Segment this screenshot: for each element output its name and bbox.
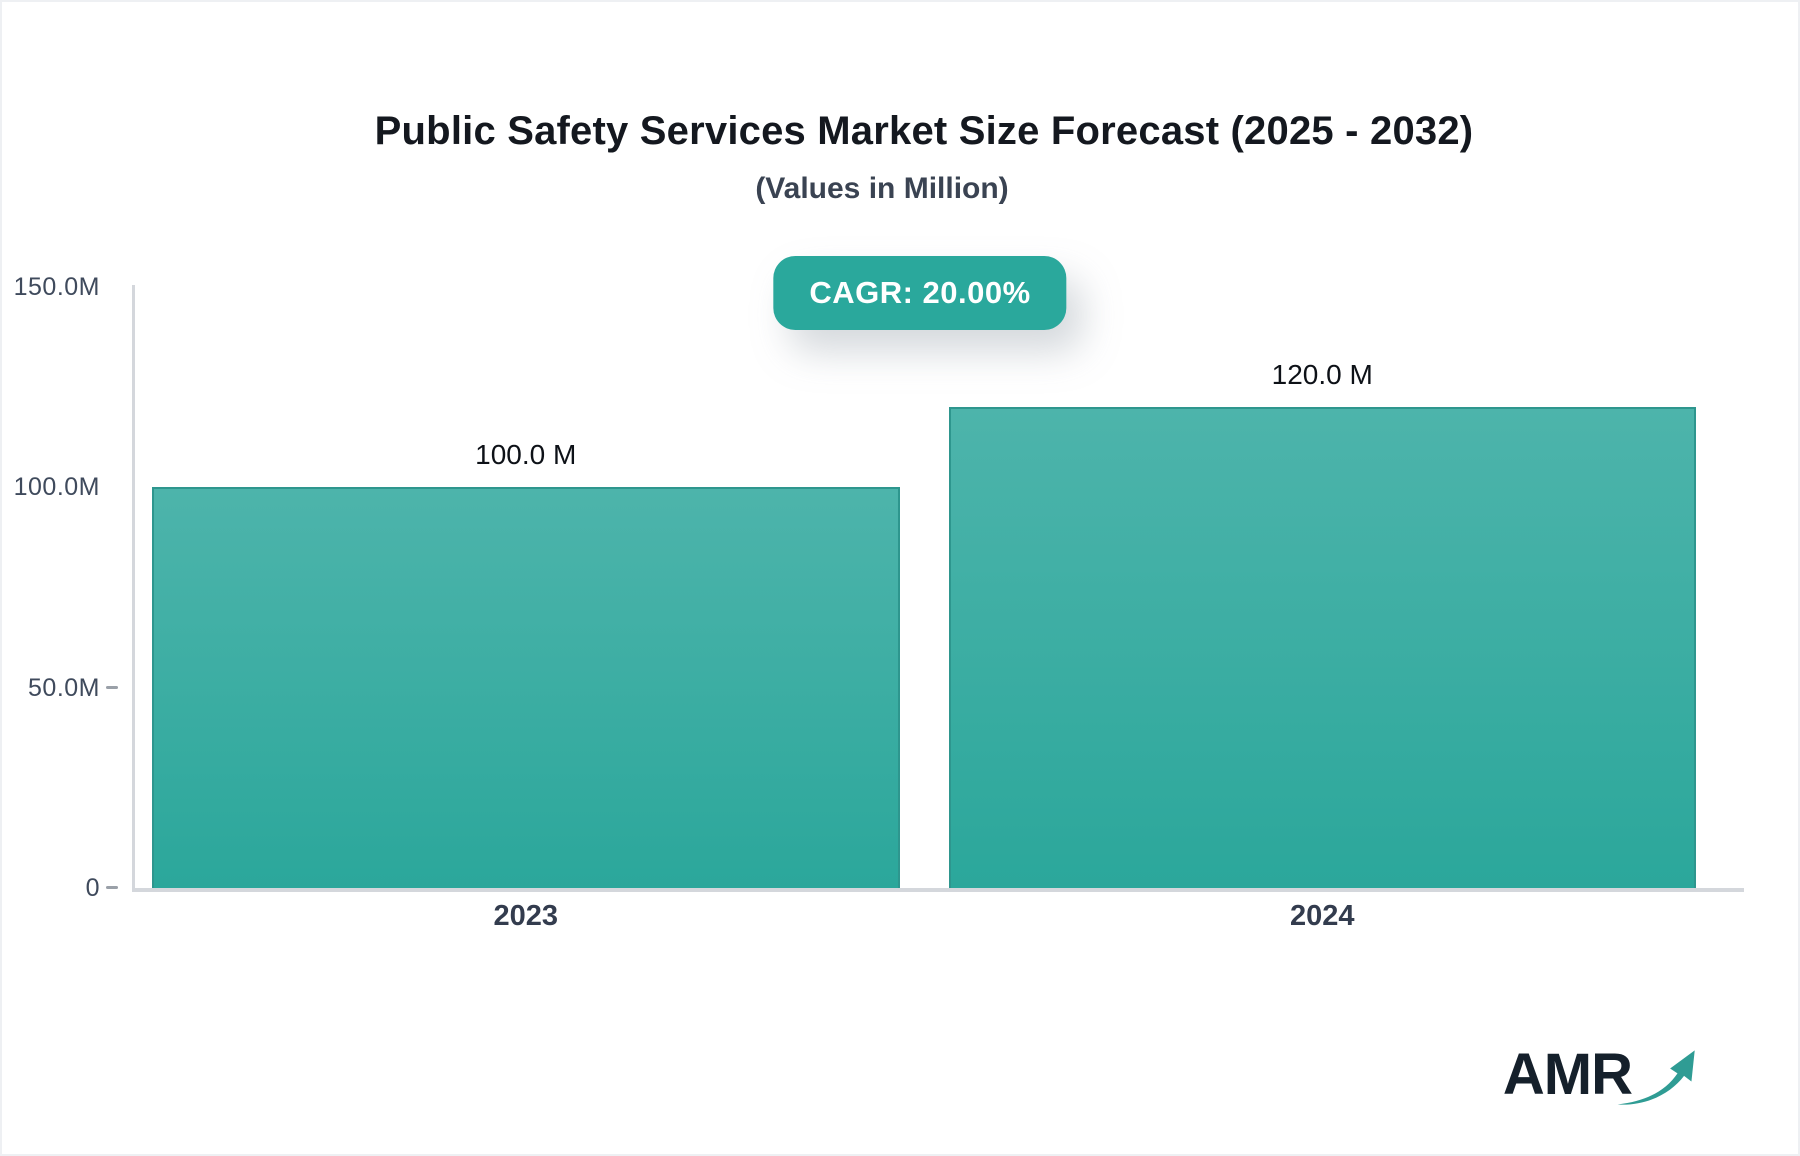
amr-logo-text: AMR [1502,1042,1633,1107]
y-tick-mark [106,886,118,889]
chart-subtitle: (Values in Million) [755,172,1009,205]
bar-2023 [152,487,900,888]
cagr-badge-label: CAGR: 20.00% [809,275,1031,310]
y-axis: 150.0M 100.0M 50.0M 0 [2,273,134,902]
x-axis-label: 2024 [1289,900,1355,932]
x-axis-label: 2023 [493,900,558,932]
y-tick-label: 0 [85,874,100,902]
y-axis-line [132,285,135,892]
bar-value-label: 120.0 M [1271,359,1373,391]
bar-value-label: 100.0 M [475,439,577,471]
amr-logo: AMR [1502,1042,1698,1107]
chart-title: Public Safety Services Market Size Forec… [374,109,1474,153]
y-tick-label: 150.0M [13,273,100,301]
growth-arrow-icon [1617,1050,1695,1105]
y-tick-label: 100.0M [13,473,100,502]
bar-2024 [948,407,1696,888]
y-tick-label: 50.0M [28,673,100,702]
x-axis-line [132,888,1744,892]
plot-area: 100.0 M 2023 120.0 M 2024 [134,287,1744,932]
cagr-badge: CAGR: 20.00% [773,256,1067,330]
y-tick-mark [106,685,118,689]
